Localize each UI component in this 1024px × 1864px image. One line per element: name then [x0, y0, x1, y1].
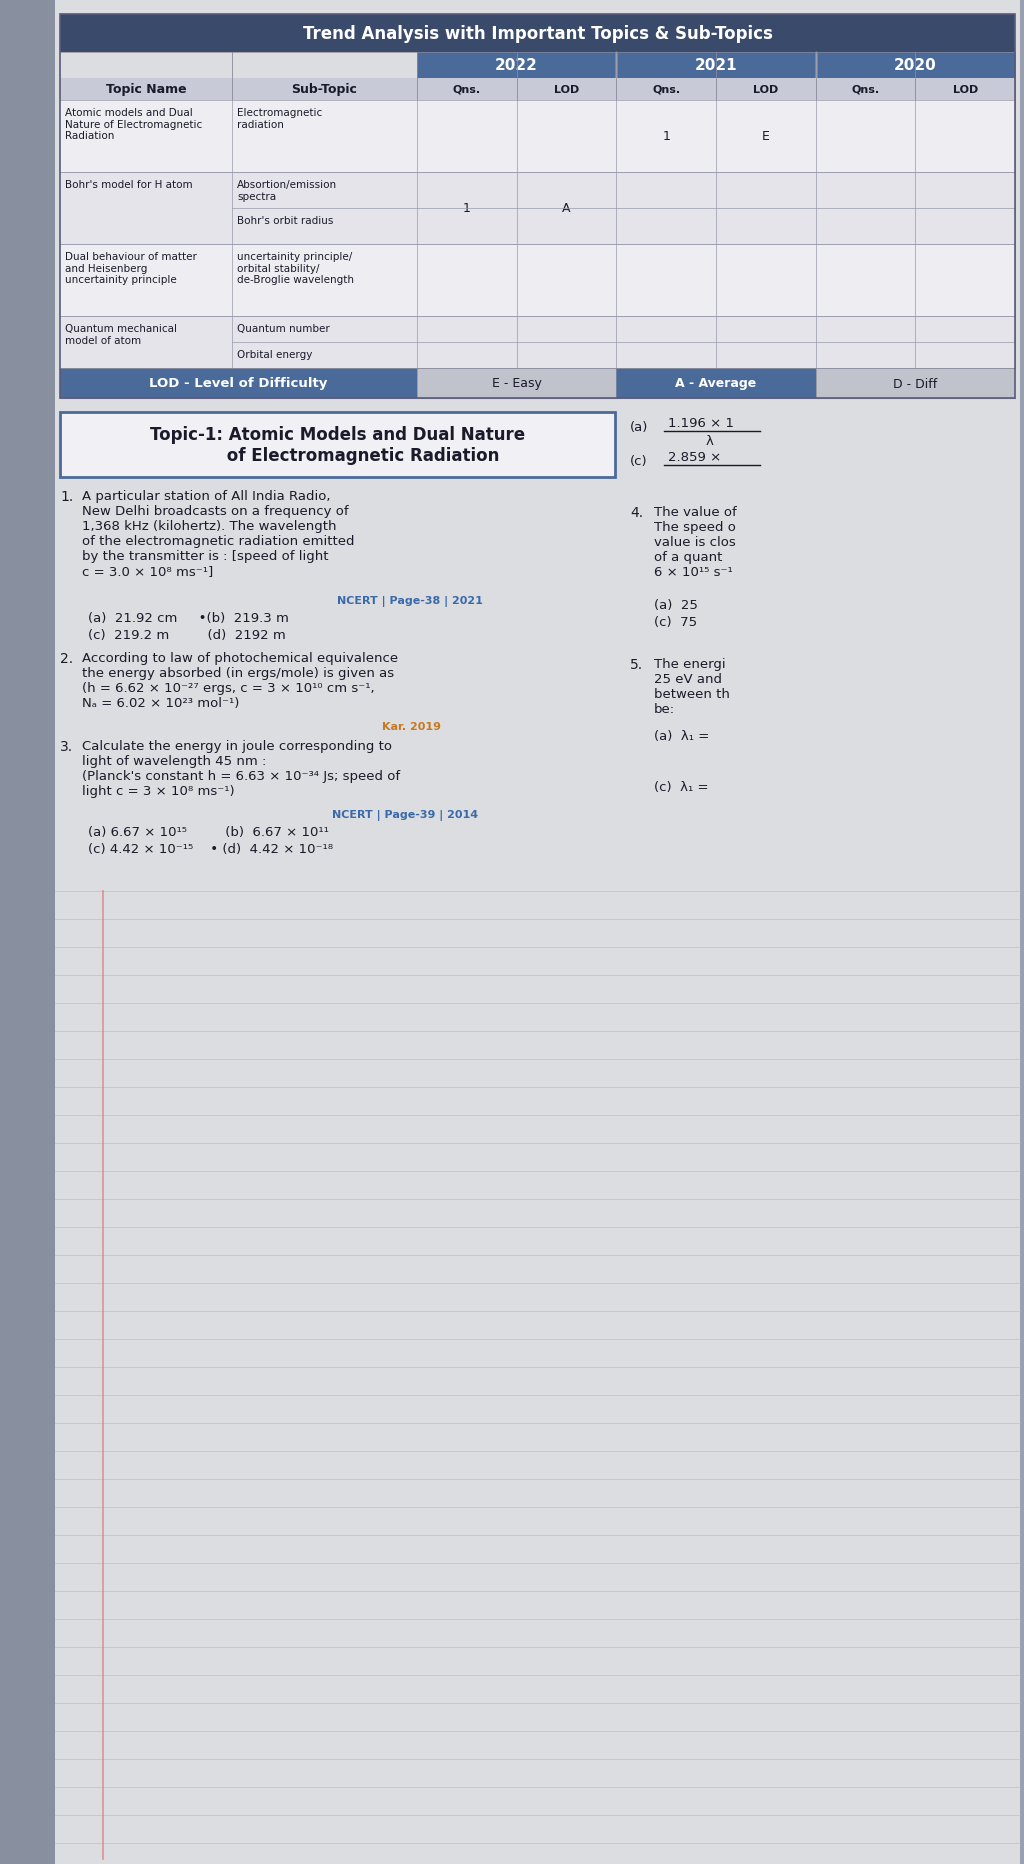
Text: 1: 1 — [663, 130, 670, 144]
Bar — [60, 369, 417, 399]
Text: Qns.: Qns. — [453, 86, 481, 95]
Text: 1.: 1. — [60, 490, 74, 503]
Text: (c) 4.42 × 10⁻¹⁵    • (d)  4.42 × 10⁻¹⁸: (c) 4.42 × 10⁻¹⁵ • (d) 4.42 × 10⁻¹⁸ — [88, 843, 333, 856]
Text: 2.859 ×: 2.859 × — [668, 451, 721, 464]
Text: LOD - Level of Difficulty: LOD - Level of Difficulty — [150, 377, 328, 390]
Text: E - Easy: E - Easy — [492, 377, 542, 390]
Bar — [816, 369, 1015, 399]
Text: NCERT | Page-38 | 2021: NCERT | Page-38 | 2021 — [337, 596, 483, 606]
Text: E: E — [762, 130, 770, 144]
Text: λ: λ — [707, 434, 714, 447]
Text: The value of
The speed o
value is clos
of a quant
6 × 10¹⁵ s⁻¹: The value of The speed o value is clos o… — [654, 505, 736, 578]
Text: Electromagnetic
radiation: Electromagnetic radiation — [237, 108, 323, 129]
Text: Absortion/emission
spectra: Absortion/emission spectra — [237, 181, 337, 201]
Text: 2020: 2020 — [894, 58, 937, 73]
Text: (a) 6.67 × 10¹⁵         (b)  6.67 × 10¹¹: (a) 6.67 × 10¹⁵ (b) 6.67 × 10¹¹ — [88, 826, 329, 839]
Text: D - Diff: D - Diff — [893, 377, 937, 390]
Bar — [60, 173, 1015, 244]
Text: (c)  λ₁ =: (c) λ₁ = — [654, 781, 709, 794]
Text: Bohr's model for H atom: Bohr's model for H atom — [65, 181, 193, 190]
Text: Qns.: Qns. — [652, 86, 680, 95]
Text: (a)  21.92 cm     •(b)  219.3 m: (a) 21.92 cm •(b) 219.3 m — [88, 611, 289, 624]
Text: A particular station of All India Radio,
New Delhi broadcasts on a frequency of
: A particular station of All India Radio,… — [82, 490, 354, 578]
Text: LOD: LOD — [952, 86, 978, 95]
Text: Bohr's orbit radius: Bohr's orbit radius — [237, 216, 334, 226]
Text: Calculate the energy in joule corresponding to
light of wavelength 45 nm :
(Plan: Calculate the energy in joule correspond… — [82, 740, 400, 798]
Text: LOD: LOD — [754, 86, 778, 95]
Text: 1.196 × 1: 1.196 × 1 — [668, 418, 734, 431]
Text: 2022: 2022 — [496, 58, 538, 73]
Text: Kar. 2019: Kar. 2019 — [382, 721, 441, 731]
Bar — [60, 317, 1015, 369]
Text: 4.: 4. — [630, 505, 643, 520]
Text: Qns.: Qns. — [851, 86, 880, 95]
Text: (c): (c) — [630, 455, 647, 468]
Text: (a)  25: (a) 25 — [654, 598, 698, 611]
Text: According to law of photochemical equivalence
the energy absorbed (in ergs/mole): According to law of photochemical equiva… — [82, 652, 398, 710]
Text: Quantum number: Quantum number — [237, 324, 330, 334]
Text: 1: 1 — [463, 203, 471, 216]
Bar — [417, 369, 616, 399]
Bar — [616, 369, 816, 399]
Text: 3.: 3. — [60, 740, 73, 753]
Text: A: A — [562, 203, 570, 216]
Text: Topic-1: Atomic Models and Dual Nature
         of Electromagnetic Radiation: Topic-1: Atomic Models and Dual Nature o… — [150, 425, 525, 464]
Bar — [60, 78, 1015, 101]
Bar — [60, 15, 1015, 52]
Text: The energi
25 eV and
between th
be:: The energi 25 eV and between th be: — [654, 658, 730, 716]
Text: Trend Analysis with Important Topics & Sub-Topics: Trend Analysis with Important Topics & S… — [302, 24, 772, 43]
Text: (a): (a) — [630, 421, 648, 434]
Bar — [60, 15, 1015, 399]
Bar — [60, 412, 615, 477]
Text: (a)  λ₁ =: (a) λ₁ = — [654, 729, 710, 742]
Text: A - Average: A - Average — [676, 377, 757, 390]
Text: 5.: 5. — [630, 658, 643, 671]
Text: LOD: LOD — [554, 86, 580, 95]
Text: (c)  219.2 m         (d)  2192 m: (c) 219.2 m (d) 2192 m — [88, 628, 286, 641]
Text: Orbital energy: Orbital energy — [237, 350, 312, 360]
Bar — [60, 52, 1015, 78]
Text: (c)  75: (c) 75 — [654, 615, 697, 628]
Bar — [0, 0, 55, 1864]
Bar — [60, 101, 1015, 173]
Text: 2021: 2021 — [694, 58, 737, 73]
Bar — [60, 52, 417, 78]
Text: Sub-Topic: Sub-Topic — [292, 84, 357, 97]
Text: Quantum mechanical
model of atom: Quantum mechanical model of atom — [65, 324, 177, 345]
Text: NCERT | Page-39 | 2014: NCERT | Page-39 | 2014 — [332, 809, 478, 820]
Text: Atomic models and Dual
Nature of Electromagnetic
Radiation: Atomic models and Dual Nature of Electro… — [65, 108, 203, 142]
Bar — [60, 244, 1015, 317]
Text: uncertainity principle/
orbital stability/
de-Broglie wavelength: uncertainity principle/ orbital stabilit… — [237, 252, 354, 285]
Text: Topic Name: Topic Name — [105, 84, 186, 97]
Text: 2.: 2. — [60, 652, 73, 665]
Text: Dual behaviour of matter
and Heisenberg
uncertainity principle: Dual behaviour of matter and Heisenberg … — [65, 252, 197, 285]
